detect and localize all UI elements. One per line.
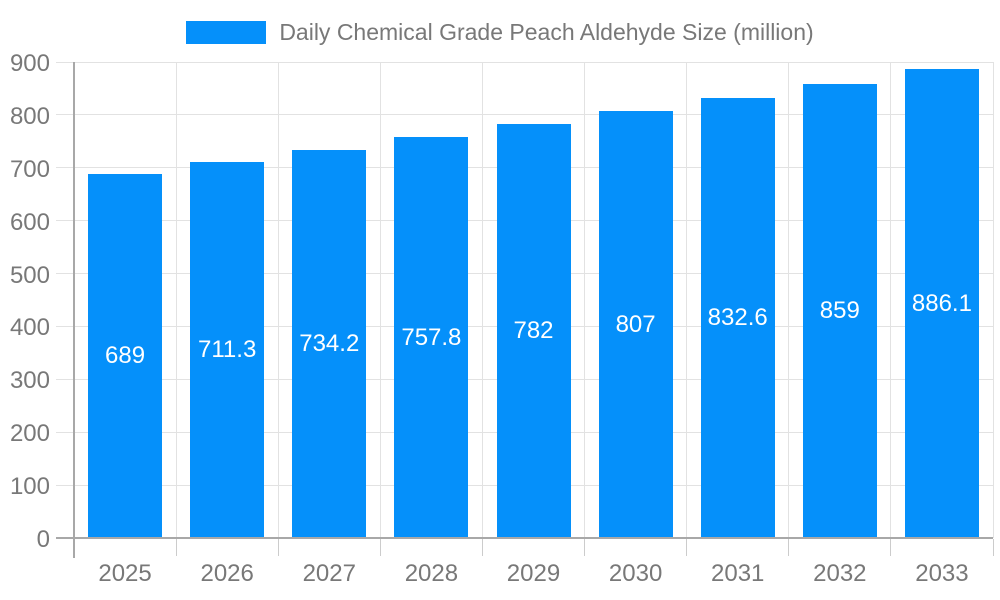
y-axis-label: 100 [9, 473, 50, 501]
x-axis-tick [481, 539, 483, 556]
x-axis-label: 2027 [302, 560, 356, 587]
x-axis-label: 2033 [915, 560, 969, 587]
bar[interactable] [700, 98, 775, 538]
x-axis-tick [686, 539, 688, 556]
y-axis-label: 900 [9, 50, 50, 77]
x-axis-label: 2025 [98, 560, 152, 587]
y-axis-label: 0 [36, 526, 50, 553]
gridline-vertical [890, 62, 892, 538]
gridline-vertical [686, 62, 688, 538]
x-axis-label: 2028 [404, 560, 459, 587]
x-axis-label: 2030 [608, 560, 663, 587]
x-axis-tick [277, 539, 279, 556]
bar[interactable] [496, 124, 571, 538]
x-axis-tick [584, 539, 586, 556]
bar[interactable] [190, 162, 265, 538]
y-axis-label: 800 [9, 102, 50, 130]
y-axis-line [73, 62, 75, 558]
bar[interactable] [904, 69, 979, 538]
x-axis-tick [992, 539, 994, 556]
legend-item[interactable]: Daily Chemical Grade Peach Aldehyde Size… [0, 19, 1000, 45]
legend-swatch [186, 20, 267, 44]
gridline-vertical [788, 62, 790, 538]
gridline-vertical [175, 62, 177, 538]
y-axis-label: 700 [9, 155, 50, 183]
gridline-horizontal [56, 114, 993, 116]
x-axis-tick [788, 539, 790, 556]
y-axis-label: 500 [9, 261, 50, 289]
gridline-vertical [992, 62, 994, 538]
gridline-vertical [481, 62, 483, 538]
x-axis-label: 2032 [813, 560, 867, 587]
bar[interactable] [292, 150, 367, 538]
gridline-vertical [379, 62, 381, 538]
x-axis-tick [175, 539, 177, 556]
y-axis-label: 600 [9, 208, 50, 236]
y-axis-label: 400 [9, 314, 50, 342]
legend-label: Daily Chemical Grade Peach Aldehyde Size… [279, 19, 814, 45]
gridline-vertical [277, 62, 279, 538]
x-axis-tick [379, 539, 381, 556]
y-axis-label: 300 [9, 367, 50, 395]
bar[interactable] [802, 84, 877, 538]
bar[interactable] [598, 111, 673, 538]
bar[interactable] [394, 137, 469, 538]
plot-area: 689 711.3 734.2 757.8 782 807 832.6 859 886.1 [56, 61, 994, 558]
x-axis-label: 2029 [506, 560, 561, 587]
bar[interactable] [88, 174, 163, 538]
x-axis-tick [890, 539, 892, 556]
x-axis-label: 2031 [711, 560, 765, 587]
y-axis-label: 200 [9, 420, 50, 448]
gridline-horizontal [56, 61, 993, 63]
x-axis-line [56, 537, 993, 539]
x-axis-label: 2026 [200, 560, 254, 587]
gridline-vertical [584, 62, 586, 538]
